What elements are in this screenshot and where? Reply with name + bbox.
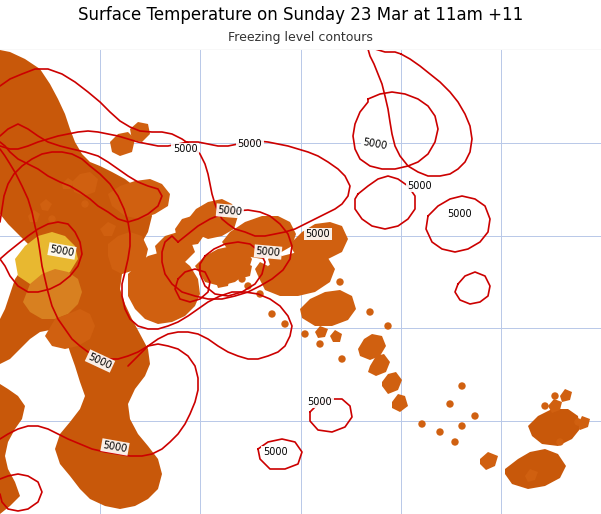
Polygon shape — [358, 334, 386, 360]
Text: Surface Temperature on Sunday 23 Mar at 11am +11: Surface Temperature on Sunday 23 Mar at … — [78, 6, 523, 24]
Polygon shape — [238, 262, 252, 278]
Polygon shape — [130, 122, 150, 142]
Circle shape — [367, 309, 373, 315]
Polygon shape — [222, 216, 296, 259]
Text: 5000: 5000 — [362, 137, 388, 151]
Polygon shape — [62, 178, 74, 189]
Circle shape — [239, 276, 245, 282]
Polygon shape — [392, 394, 408, 412]
Polygon shape — [0, 384, 25, 514]
Polygon shape — [525, 469, 538, 482]
Polygon shape — [315, 326, 328, 338]
Circle shape — [257, 291, 263, 297]
Polygon shape — [480, 452, 498, 470]
Text: 5000: 5000 — [407, 181, 432, 191]
Circle shape — [337, 279, 343, 285]
Polygon shape — [258, 252, 335, 296]
Text: 5000: 5000 — [237, 139, 262, 149]
Polygon shape — [195, 246, 252, 286]
Polygon shape — [175, 216, 205, 246]
Circle shape — [49, 216, 55, 222]
Text: 5000: 5000 — [87, 351, 113, 371]
Circle shape — [437, 429, 443, 435]
Circle shape — [459, 383, 465, 389]
Circle shape — [459, 423, 465, 429]
Polygon shape — [0, 50, 162, 509]
Polygon shape — [40, 199, 52, 211]
Polygon shape — [110, 132, 135, 156]
Circle shape — [542, 403, 548, 409]
Text: Freezing level contours: Freezing level contours — [228, 31, 373, 44]
Text: 5000: 5000 — [306, 229, 331, 239]
Polygon shape — [155, 232, 195, 266]
Polygon shape — [15, 232, 78, 286]
Circle shape — [419, 421, 425, 427]
Text: 5000: 5000 — [102, 440, 128, 454]
Polygon shape — [382, 372, 402, 394]
Polygon shape — [278, 266, 292, 281]
Polygon shape — [330, 330, 342, 342]
Circle shape — [385, 323, 391, 329]
Polygon shape — [23, 269, 82, 319]
Polygon shape — [268, 252, 282, 265]
Polygon shape — [188, 199, 238, 239]
Circle shape — [302, 331, 308, 337]
Polygon shape — [528, 409, 580, 446]
Circle shape — [245, 283, 251, 289]
Polygon shape — [128, 252, 200, 324]
Circle shape — [82, 201, 88, 207]
Polygon shape — [548, 399, 562, 413]
Text: 5000: 5000 — [308, 397, 332, 407]
Polygon shape — [300, 290, 356, 326]
Polygon shape — [108, 179, 170, 219]
Polygon shape — [28, 210, 40, 222]
Polygon shape — [578, 416, 590, 430]
Circle shape — [472, 413, 478, 419]
Text: 5000: 5000 — [49, 244, 75, 258]
Text: 5000: 5000 — [448, 209, 472, 219]
Polygon shape — [255, 262, 268, 276]
Circle shape — [552, 393, 558, 399]
Polygon shape — [108, 232, 148, 274]
Text: 5000: 5000 — [172, 144, 197, 154]
Circle shape — [452, 439, 458, 445]
Polygon shape — [45, 309, 95, 349]
Circle shape — [447, 401, 453, 407]
Circle shape — [282, 321, 288, 327]
Polygon shape — [72, 172, 98, 196]
Polygon shape — [300, 256, 315, 272]
Text: 5000: 5000 — [218, 205, 243, 217]
Circle shape — [317, 341, 323, 347]
Polygon shape — [215, 272, 230, 288]
Circle shape — [557, 439, 563, 445]
Polygon shape — [100, 222, 116, 236]
Text: 5000: 5000 — [255, 246, 281, 258]
Polygon shape — [505, 449, 566, 489]
Polygon shape — [560, 389, 572, 402]
Polygon shape — [292, 222, 348, 262]
Text: 5000: 5000 — [263, 447, 287, 457]
Circle shape — [575, 419, 581, 425]
Circle shape — [269, 311, 275, 317]
Polygon shape — [368, 354, 390, 376]
Circle shape — [339, 356, 345, 362]
